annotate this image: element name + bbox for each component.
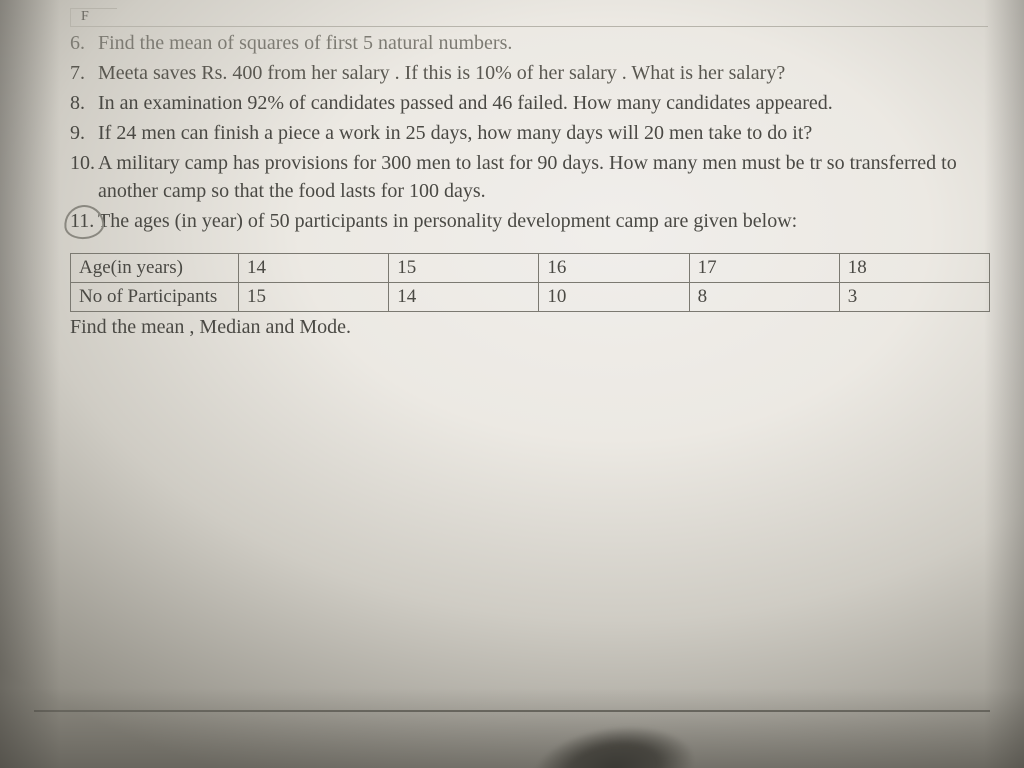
- table-cell: 16: [539, 254, 689, 283]
- row-header-participants: No of Participants: [71, 283, 239, 312]
- vignette-right: [984, 0, 1024, 768]
- table-row: Age(in years) 14 15 16 17 18: [71, 254, 990, 283]
- question-list: Find the mean of squares of first 5 natu…: [70, 29, 988, 235]
- prev-table-cell: F: [70, 8, 117, 27]
- table-cell: 14: [239, 254, 389, 283]
- table-row: No of Participants 15 14 10 8 3: [71, 283, 990, 312]
- table-cell: 18: [839, 254, 989, 283]
- vignette-bottom: [0, 688, 1024, 768]
- question-9: If 24 men can finish a piece a work in 2…: [70, 119, 988, 147]
- question-10: A military camp has provisions for 300 m…: [70, 149, 988, 205]
- table-cell: 15: [239, 283, 389, 312]
- question-7: Meeta saves Rs. 400 from her salary . If…: [70, 59, 988, 87]
- question-11: The ages (in year) of 50 participants in…: [70, 207, 988, 235]
- table-cell: 10: [539, 283, 689, 312]
- thumb-shadow: [529, 717, 699, 768]
- table-cell: 3: [839, 283, 989, 312]
- exam-page: F Find the mean of squares of first 5 na…: [0, 0, 1024, 768]
- question-6: Find the mean of squares of first 5 natu…: [70, 29, 988, 57]
- vignette-left: [0, 0, 60, 768]
- table-cell: 14: [389, 283, 539, 312]
- table-cell: 15: [389, 254, 539, 283]
- prev-table-bottom-row: F: [70, 8, 988, 27]
- table-cell: 8: [689, 283, 839, 312]
- question-8: In an examination 92% of candidates pass…: [70, 89, 988, 117]
- row-header-age: Age(in years): [71, 254, 239, 283]
- page-footer-rule: [34, 710, 990, 712]
- age-participants-table: Age(in years) 14 15 16 17 18 No of Parti…: [70, 253, 990, 312]
- table-cell: 17: [689, 254, 839, 283]
- question-11-tail: Find the mean , Median and Mode.: [70, 316, 988, 339]
